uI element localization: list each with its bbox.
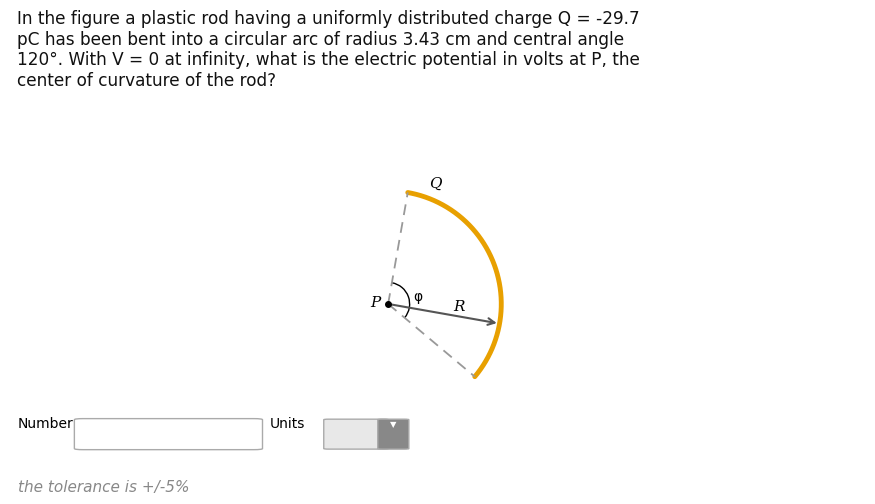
Text: the tolerance is +/-5%: the tolerance is +/-5% — [18, 480, 189, 495]
Text: Units: Units — [270, 417, 304, 431]
Text: Number: Number — [18, 417, 74, 431]
FancyBboxPatch shape — [74, 419, 262, 450]
Text: R: R — [452, 300, 465, 314]
Text: Q: Q — [429, 177, 442, 191]
FancyBboxPatch shape — [324, 419, 388, 449]
Text: In the figure a plastic rod having a uniformly distributed charge Q = -29.7
pC h: In the figure a plastic rod having a uni… — [18, 10, 640, 90]
Text: φ: φ — [413, 290, 422, 304]
FancyBboxPatch shape — [378, 419, 409, 449]
Text: P: P — [370, 296, 381, 310]
Text: ▼: ▼ — [390, 420, 396, 429]
